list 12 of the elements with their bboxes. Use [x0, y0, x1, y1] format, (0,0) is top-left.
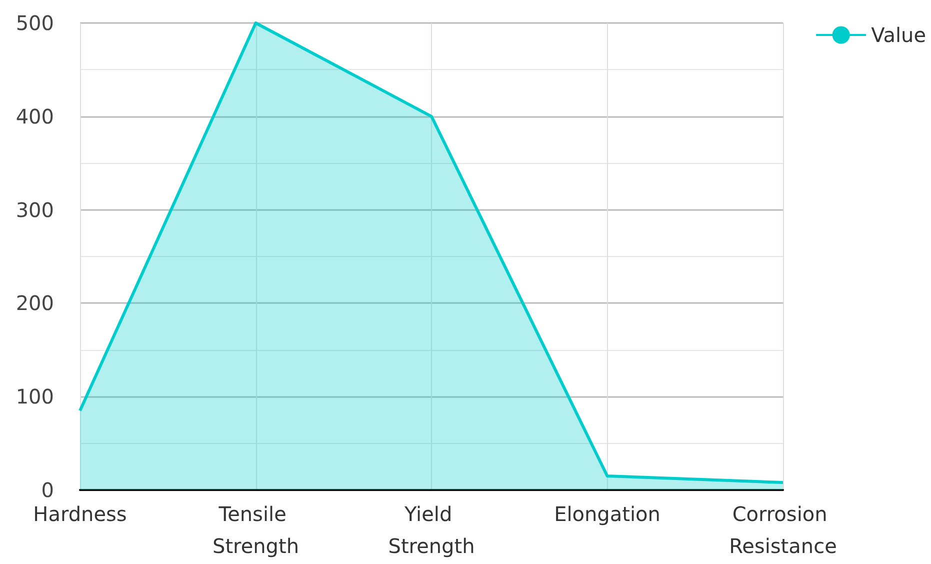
x-tick-label: Hardness — [33, 502, 127, 526]
y-tick-label: 400 — [16, 104, 54, 128]
y-tick-label: 200 — [16, 291, 54, 316]
y-tick-label: 500 — [16, 11, 54, 35]
y-tick-label: 0 — [41, 478, 54, 502]
x-tick-label: Corrosion Resistance — [729, 502, 837, 558]
x-tick-label: Elongation — [554, 502, 660, 526]
legend-label: Value — [871, 23, 926, 47]
x-tick-label: Tensile Strength — [212, 502, 300, 558]
y-tick-label: 100 — [16, 384, 54, 409]
x-tick-label: Yield Strength — [388, 502, 475, 558]
y-tick-label: 300 — [16, 198, 54, 222]
